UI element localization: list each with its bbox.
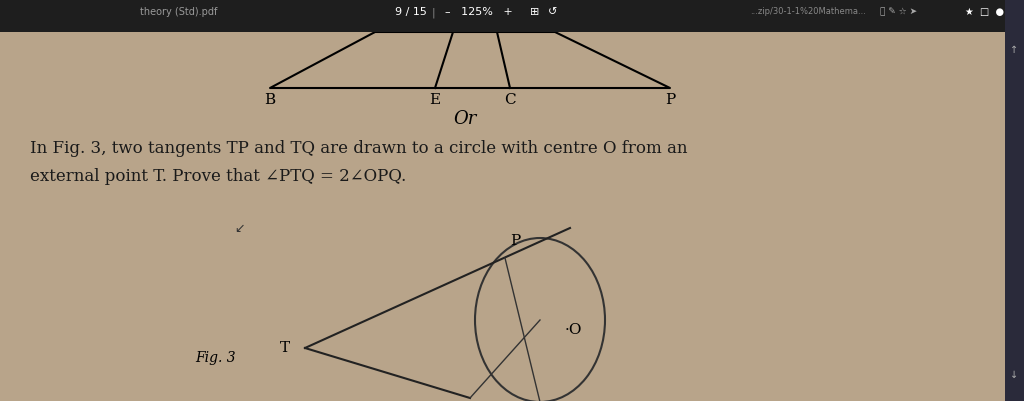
Bar [0,0,1024,32]
Text: ·O: ·O [565,323,583,337]
Text: B: B [264,93,275,107]
Text: |: | [432,7,435,18]
Text: 9 / 15: 9 / 15 [395,7,427,17]
Text: ↺: ↺ [548,7,557,17]
Text: ↓: ↓ [1010,370,1018,380]
Text: external point T. Prove that ∠PTQ = 2∠OPQ.: external point T. Prove that ∠PTQ = 2∠OP… [30,168,407,185]
Text: In Fig. 3, two tangents TP and TQ are drawn to a circle with centre O from an: In Fig. 3, two tangents TP and TQ are dr… [30,140,687,157]
Text: T: T [280,341,290,355]
Text: ★  □  ●: ★ □ ● [965,7,1004,17]
Text: E: E [429,93,440,107]
Text: Fig. 3: Fig. 3 [195,351,236,365]
Text: P: P [510,234,520,248]
Text: theory (Std).pdf: theory (Std).pdf [140,7,217,17]
Text: ...zip/30-1-1%20Mathema...: ...zip/30-1-1%20Mathema... [750,7,866,16]
Text: ↑: ↑ [1010,45,1018,55]
Text: –   125%   +: – 125% + [445,7,513,17]
Text: C: C [504,93,516,107]
Text: P: P [665,93,675,107]
Text: 🔍 ✎ ☆ ➤: 🔍 ✎ ☆ ➤ [880,7,918,16]
Text: Or: Or [454,110,477,128]
Bar [1005,0,1024,401]
Text: ⊞: ⊞ [530,7,540,17]
Text: ↙: ↙ [234,221,246,235]
